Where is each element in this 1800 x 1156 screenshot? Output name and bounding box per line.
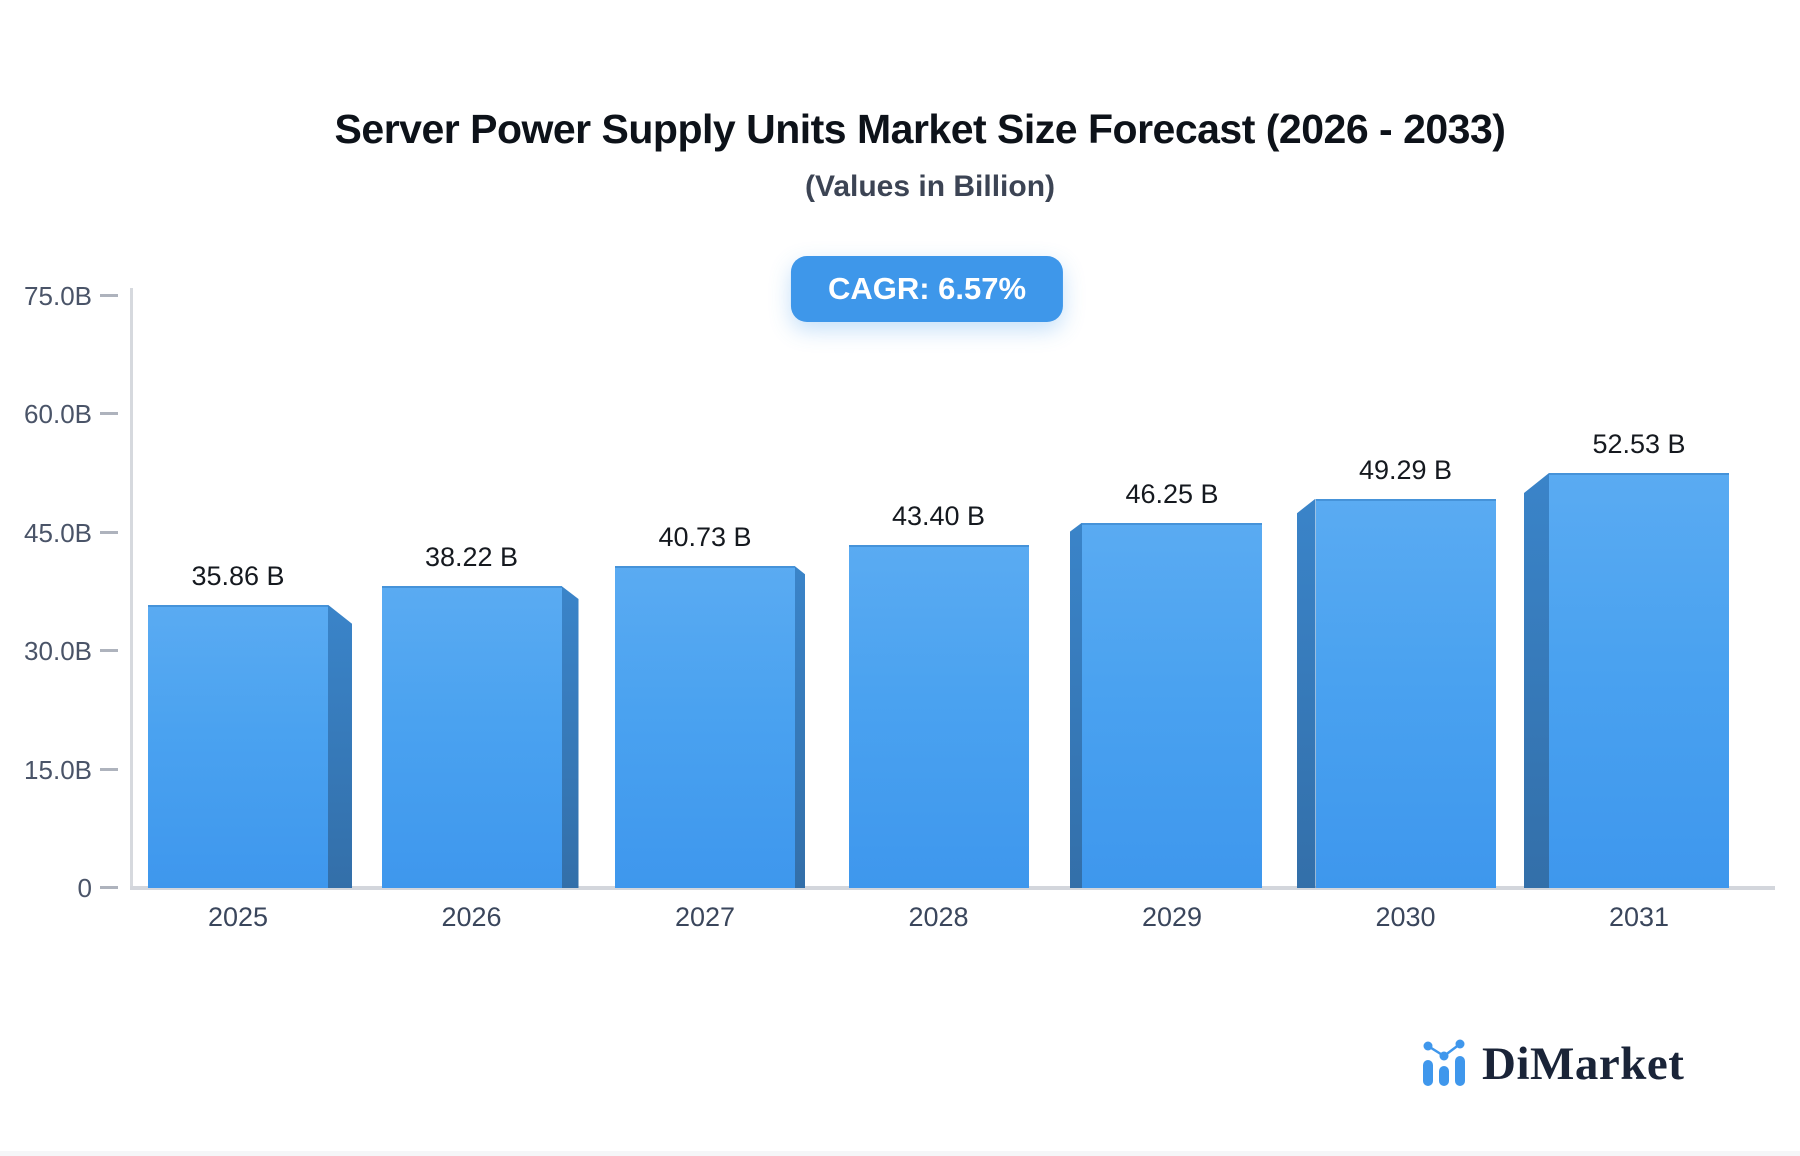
x-axis-tick-label: 2029 <box>1141 902 1203 932</box>
x-axis-tick-label: 2028 <box>908 902 969 932</box>
logo-text: DiMarket <box>1482 1038 1685 1090</box>
dimarket-logo[interactable]: DiMarket <box>1420 1038 1684 1090</box>
y-axis-tick-label: 30.0B <box>24 636 92 666</box>
bar-value-label: 52.53 B <box>1592 429 1686 459</box>
y-axis-tick-label: 0 <box>77 873 92 903</box>
bar-3d-side <box>1070 522 1082 888</box>
bar-2031[interactable] <box>1549 473 1729 888</box>
bar-chart-trend-icon <box>1423 1039 1465 1086</box>
x-axis-tick-label: 2027 <box>674 902 736 932</box>
bar-3d-side <box>1296 498 1316 888</box>
x-axis-line <box>130 886 1775 890</box>
page-bottom-edge <box>0 1151 1800 1156</box>
y-axis-tick-mark <box>100 767 118 771</box>
bar-value-label: 40.73 B <box>658 522 752 553</box>
bar-3d-side <box>1524 473 1549 888</box>
x-axis-tick-label: 2025 <box>207 902 269 932</box>
y-axis-line <box>130 288 133 888</box>
chart-title: Server Power Supply Units Market Size Fo… <box>334 106 1506 152</box>
bar-3d-side <box>561 586 579 888</box>
bar-2028[interactable] <box>848 545 1029 888</box>
y-axis-tick-mark <box>100 412 118 415</box>
bar-2029[interactable] <box>1082 522 1262 888</box>
bar-3d-side <box>328 604 352 888</box>
bar-value-label: 46.25 B <box>1125 478 1219 509</box>
y-axis-tick-label: 15.0B <box>24 754 92 785</box>
y-axis-tick-label: 45.0B <box>24 517 92 548</box>
cagr-badge: CAGR: 6.57% <box>790 256 1064 322</box>
bar-2027[interactable] <box>615 566 795 888</box>
bar-value-label: 49.29 B <box>1358 454 1453 485</box>
x-axis-tick-label: 2030 <box>1375 902 1436 932</box>
y-axis-tick-mark <box>100 649 118 652</box>
bar-2026[interactable] <box>381 586 562 888</box>
y-axis-tick-label: 60.0B <box>24 399 92 429</box>
x-axis-tick-label: 2031 <box>1608 902 1670 932</box>
x-axis-tick-label: 2026 <box>441 902 502 932</box>
bar-value-label: 43.40 B <box>891 501 986 532</box>
bar-3d-side <box>795 566 805 888</box>
bar-2025[interactable] <box>148 604 328 888</box>
chart-subtitle: (Values in Billion) <box>804 170 1056 203</box>
y-axis-tick-label: 75.0B <box>24 280 92 311</box>
bar-value-label: 38.22 B <box>424 542 519 573</box>
bar-2030[interactable] <box>1315 498 1496 888</box>
y-axis-tick-mark <box>100 886 118 889</box>
bar-value-label: 35.86 B <box>191 560 285 591</box>
y-axis-tick-mark <box>100 530 118 534</box>
y-axis-tick-mark <box>100 293 118 297</box>
